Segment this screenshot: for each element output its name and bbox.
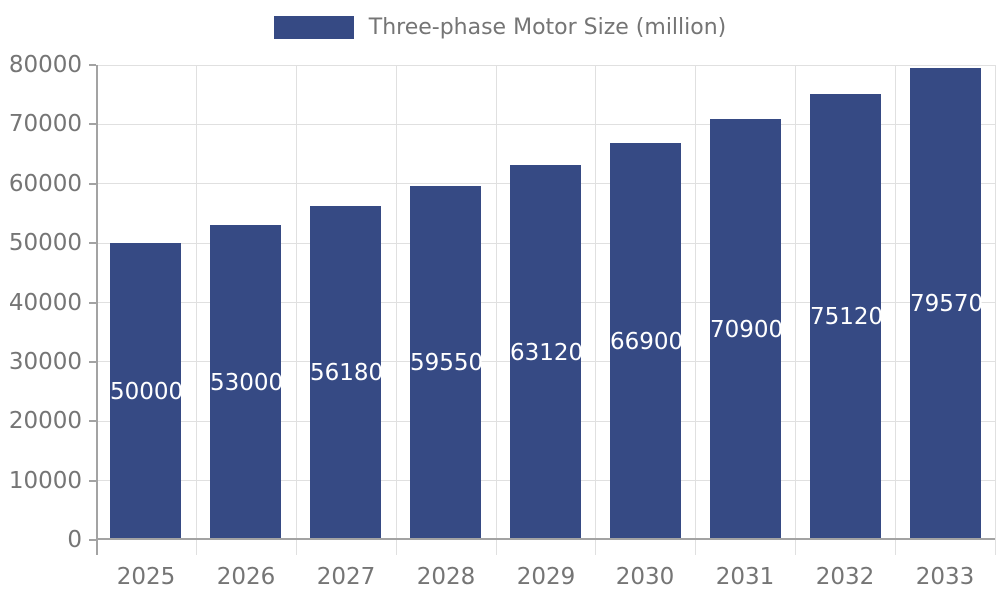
bar-2027[interactable]: [310, 206, 381, 540]
y-tick-label: 70000: [8, 111, 82, 138]
gridline-vertical: [295, 65, 297, 555]
y-tick-mark: [89, 479, 96, 482]
gridline-horizontal: [96, 64, 995, 66]
x-tick-label: 2028: [416, 564, 476, 590]
x-tick-label: 2027: [316, 564, 376, 590]
gridline-vertical: [694, 65, 696, 555]
bar-value-label: 50000: [110, 379, 184, 405]
legend-label: Three-phase Motor Size (million): [368, 15, 727, 40]
bar-value-label: 79570: [910, 291, 984, 317]
gridline-vertical: [495, 65, 497, 555]
gridline-vertical: [594, 65, 596, 555]
legend-swatch: [273, 16, 354, 39]
bar-value-label: 63120: [510, 340, 584, 366]
y-tick-label: 30000: [8, 348, 82, 375]
y-tick-mark: [89, 420, 96, 423]
x-tick-label: 2030: [615, 564, 675, 590]
y-tick-label: 10000: [8, 467, 82, 494]
bar-2026[interactable]: [210, 225, 281, 540]
bar-2033[interactable]: [910, 68, 981, 540]
gridline-vertical: [794, 65, 796, 555]
bar-value-label: 59550: [410, 350, 484, 376]
legend[interactable]: Three-phase Motor Size (million): [0, 15, 1000, 40]
y-tick-label: 60000: [8, 170, 82, 197]
x-tick-label: 2033: [915, 564, 975, 590]
bar-2025[interactable]: [110, 243, 181, 540]
gridline-vertical: [894, 65, 896, 555]
gridline-vertical: [195, 65, 197, 555]
bar-value-label: 53000: [210, 370, 284, 396]
gridline-horizontal: [96, 123, 995, 125]
y-tick-label: 40000: [8, 289, 82, 316]
y-tick-label: 0: [67, 527, 82, 553]
y-tick-mark: [89, 242, 96, 245]
plot-area: 50000 53000 56180 59550 63120 66900 70900 75120…: [9, 52, 996, 590]
bar-value-label: 56180: [310, 360, 384, 386]
bar-2028[interactable]: [410, 186, 481, 540]
y-tick-label: 80000: [8, 52, 82, 78]
y-tick-label: 20000: [8, 408, 82, 435]
bar-value-label: 70900: [710, 317, 784, 343]
x-tick-label: 2032: [815, 564, 875, 590]
gridline-vertical: [395, 65, 397, 555]
y-tick-mark: [89, 360, 96, 363]
bar-value-label: 66900: [610, 329, 684, 355]
bar-value-label: 75120: [810, 304, 884, 330]
x-tick-label: 2026: [216, 564, 276, 590]
x-axis-line: [96, 538, 995, 540]
y-tick-mark: [89, 123, 96, 126]
bar-2032[interactable]: [810, 94, 881, 540]
x-tick-label: 2029: [516, 564, 576, 590]
bar-2029[interactable]: [510, 165, 581, 540]
x-tick-label: 2031: [715, 564, 775, 590]
bar-2030[interactable]: [610, 143, 681, 540]
gridline-vertical: [994, 65, 996, 555]
x-tick-label: 2025: [116, 564, 176, 590]
y-tick-mark: [89, 301, 96, 304]
bar-2031[interactable]: [710, 119, 781, 540]
y-tick-mark: [89, 64, 96, 66]
y-tick-mark: [89, 539, 96, 541]
y-axis-line: [96, 65, 98, 555]
y-tick-label: 50000: [8, 230, 82, 257]
y-tick-mark: [89, 182, 96, 185]
